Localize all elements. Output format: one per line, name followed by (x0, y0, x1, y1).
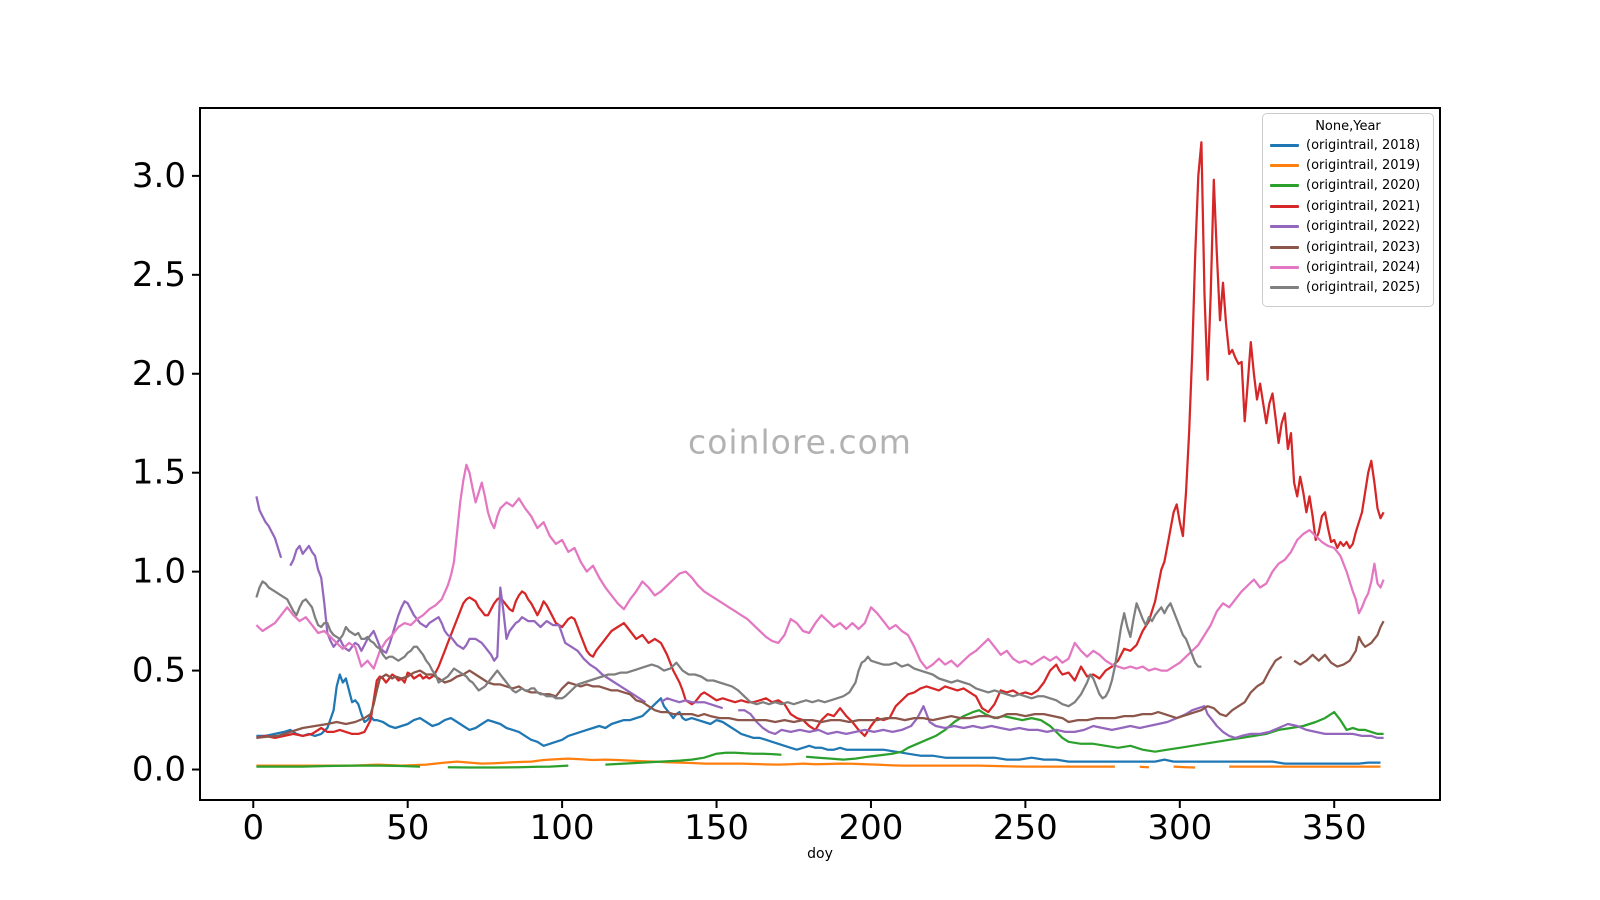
series-line-2022 (255, 496, 1384, 740)
legend-label: (origintrail, 2024) (1306, 260, 1421, 276)
legend-title: None,Year (1315, 119, 1381, 134)
legend-entries: (origintrail, 2018) (origintrail, 2019) (o… (1263, 135, 1433, 298)
series-line-2021 (256, 141, 1385, 740)
legend-label: (origintrail, 2020) (1306, 178, 1421, 194)
y-tick-label: 3.0 (132, 156, 186, 196)
x-tick-label: 250 (993, 808, 1058, 848)
legend-swatch-2019 (1270, 164, 1299, 168)
legend-entry-2022: (origintrail, 2022) (1263, 217, 1433, 237)
legend-label: (origintrail, 2018) (1306, 137, 1421, 153)
legend-swatch-2021 (1270, 204, 1299, 208)
legend-entry-2020: (origintrail, 2020) (1263, 176, 1433, 196)
legend-label: (origintrail, 2023) (1306, 239, 1421, 255)
series-line-2023 (256, 620, 1385, 740)
x-axis-label: doy (807, 846, 833, 862)
legend-entry-2021: (origintrail, 2021) (1263, 196, 1433, 216)
y-tick-label: 1.5 (132, 453, 186, 493)
legend: None,Year (origintrail, 2018) (origintrai… (1262, 113, 1434, 307)
legend-entry-2024: (origintrail, 2024) (1263, 257, 1433, 277)
legend-swatch-2024 (1270, 266, 1299, 270)
axes-frame (199, 107, 1441, 801)
legend-entry-2018: (origintrail, 2018) (1263, 135, 1433, 155)
x-tick-label: 350 (1302, 808, 1367, 848)
legend-swatch-2023 (1270, 245, 1299, 249)
legend-swatch-2020 (1270, 184, 1299, 188)
x-tick-label: 200 (839, 808, 904, 848)
y-tick-label: 0.5 (132, 651, 186, 691)
x-tick-label: 300 (1147, 808, 1212, 848)
series-line-2025 (255, 580, 1202, 708)
legend-label: (origintrail, 2022) (1306, 219, 1421, 235)
series-line-2018 (256, 673, 1381, 765)
legend-swatch-2025 (1270, 286, 1299, 290)
series-line-2020 (256, 709, 1384, 769)
legend-swatch-2018 (1270, 143, 1299, 147)
legend-label: (origintrail, 2025) (1306, 280, 1421, 296)
legend-label: (origintrail, 2019) (1306, 158, 1421, 174)
y-tick-label: 0.0 (132, 750, 186, 790)
x-tick-label: 150 (684, 808, 749, 848)
y-tick-label: 2.5 (132, 255, 186, 295)
x-tick-label: 0 (242, 808, 264, 848)
series-line-2019 (256, 757, 1381, 769)
series-line-2024 (255, 463, 1385, 672)
x-tick-label: 100 (530, 808, 595, 848)
y-tick-label: 2.0 (132, 354, 186, 394)
x-tick-label: 50 (386, 808, 429, 848)
legend-entry-2025: (origintrail, 2025) (1263, 278, 1433, 298)
legend-label: (origintrail, 2021) (1306, 198, 1421, 214)
legend-entry-2019: (origintrail, 2019) (1263, 155, 1433, 175)
legend-swatch-2022 (1270, 225, 1299, 229)
legend-entry-2023: (origintrail, 2023) (1263, 237, 1433, 257)
y-tick-label: 1.0 (132, 552, 186, 592)
